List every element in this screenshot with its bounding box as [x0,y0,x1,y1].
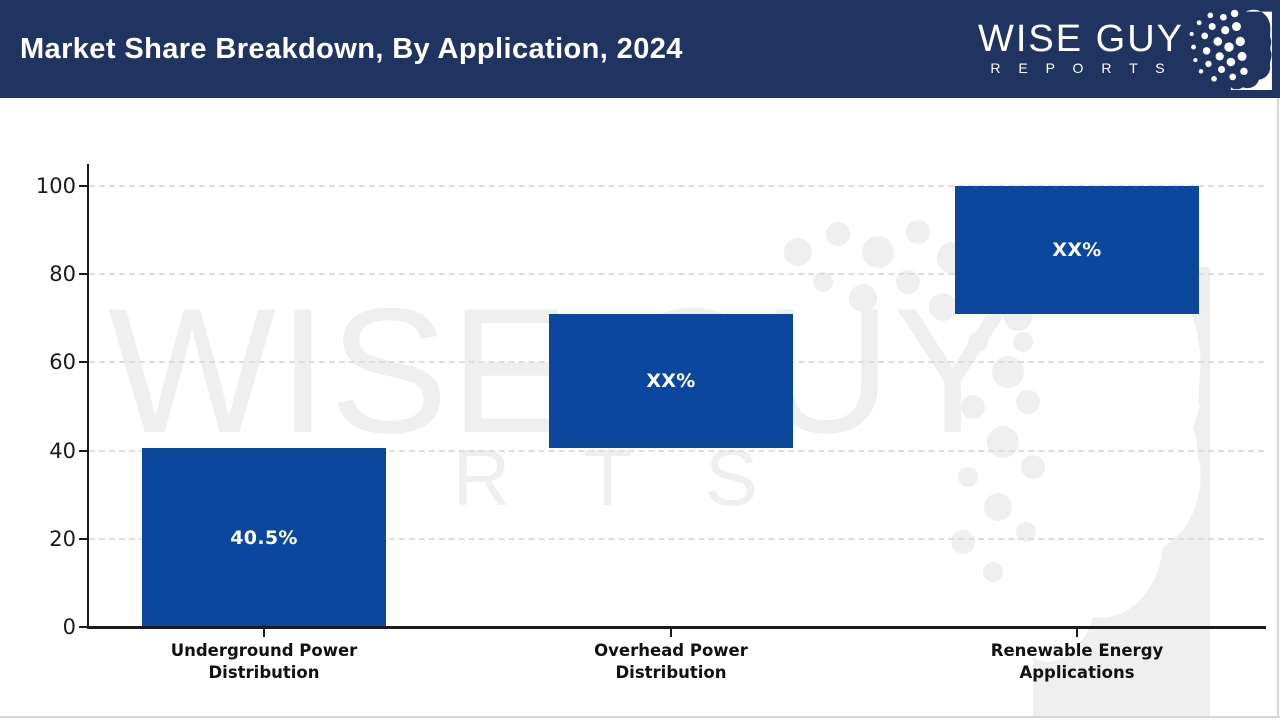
x-category-label: Renewable Energy Applications [990,641,1164,682]
y-axis-line [87,164,89,629]
y-tick-mark [79,626,87,628]
y-tick-mark [79,449,87,452]
wise-guy-logo: WISE GUY R E P O R T S [978,6,1272,90]
logo-wordmark: WISE GUY [977,18,1184,60]
page-right-border [1277,98,1279,718]
logo-text: WISE GUY R E P O R T S [978,19,1184,77]
y-tick-label: 0 [62,615,76,639]
x-category-label: Overhead Power Distribution [594,641,748,682]
x-tick-mark [1076,629,1078,637]
y-tick-mark [79,361,87,364]
y-tick-mark [79,273,87,276]
x-tick-mark [263,629,265,637]
x-tick-mark [670,629,672,637]
bar-value-label: XX% [646,370,696,393]
gridline [89,185,1264,187]
page-bottom-border [0,716,1280,718]
header-bar: Market Share Breakdown, By Application, … [0,0,1280,98]
x-axis-line [87,626,1266,629]
gridline [89,273,1264,276]
bar: XX% [955,186,1199,314]
y-tick-label: 80 [49,262,76,287]
bar-value-label: 40.5% [230,526,298,549]
x-category-label: Underground Power Distribution [170,641,358,682]
y-tick-label: 100 [35,174,76,198]
gridline [89,449,1264,452]
y-tick-mark [79,185,87,187]
page-title: Market Share Breakdown, By Application, … [20,32,683,65]
bar: XX% [549,313,793,449]
y-tick-label: 40 [49,438,76,463]
y-tick-label: 60 [49,350,76,375]
bar-value-label: XX% [1052,238,1102,261]
logo-face-icon [1189,9,1272,90]
y-tick-mark [79,537,87,540]
gridline [89,537,1264,540]
y-tick-label: 20 [49,526,76,551]
bar: 40.5% [142,448,386,627]
logo-subtitle: R E P O R T S [990,60,1172,76]
